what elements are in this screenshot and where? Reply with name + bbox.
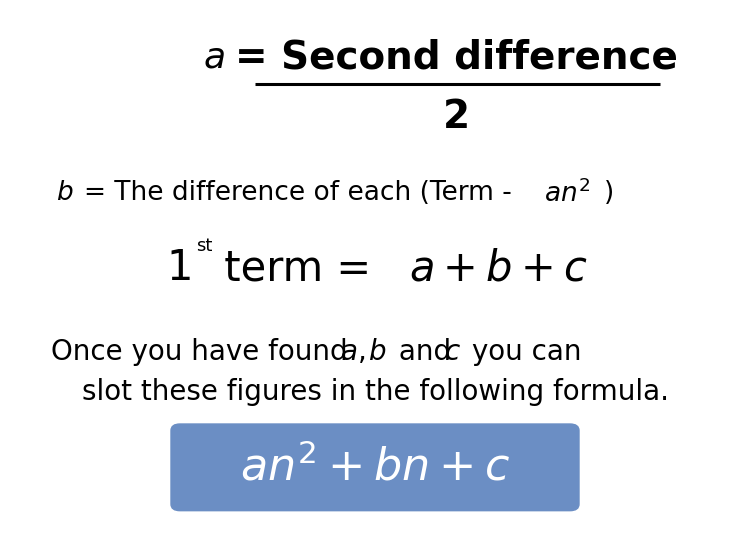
Text: $an^2$: $an^2$ — [544, 179, 590, 208]
Text: st: st — [196, 237, 213, 256]
Text: $a$: $a$ — [202, 40, 224, 74]
Text: you can: you can — [463, 337, 581, 366]
Text: = Second difference: = Second difference — [235, 38, 677, 76]
Text: $an^2 + bn + c$: $an^2 + bn + c$ — [240, 445, 510, 489]
Text: $b$: $b$ — [368, 337, 386, 366]
Text: ): ) — [604, 180, 614, 207]
Text: Once you have found: Once you have found — [51, 337, 356, 366]
Text: slot these figures in the following formula.: slot these figures in the following form… — [82, 378, 668, 407]
Text: = The difference of each (Term -: = The difference of each (Term - — [84, 180, 520, 207]
Text: and: and — [390, 337, 460, 366]
Text: 1: 1 — [166, 247, 193, 289]
Text: $a + b + c$: $a + b + c$ — [409, 247, 587, 289]
Text: $b$: $b$ — [56, 180, 74, 207]
Text: 2: 2 — [442, 98, 470, 136]
Text: $c$: $c$ — [444, 337, 460, 366]
Text: term =: term = — [211, 247, 385, 289]
FancyBboxPatch shape — [171, 424, 579, 511]
Text: $a,$: $a,$ — [340, 337, 365, 366]
